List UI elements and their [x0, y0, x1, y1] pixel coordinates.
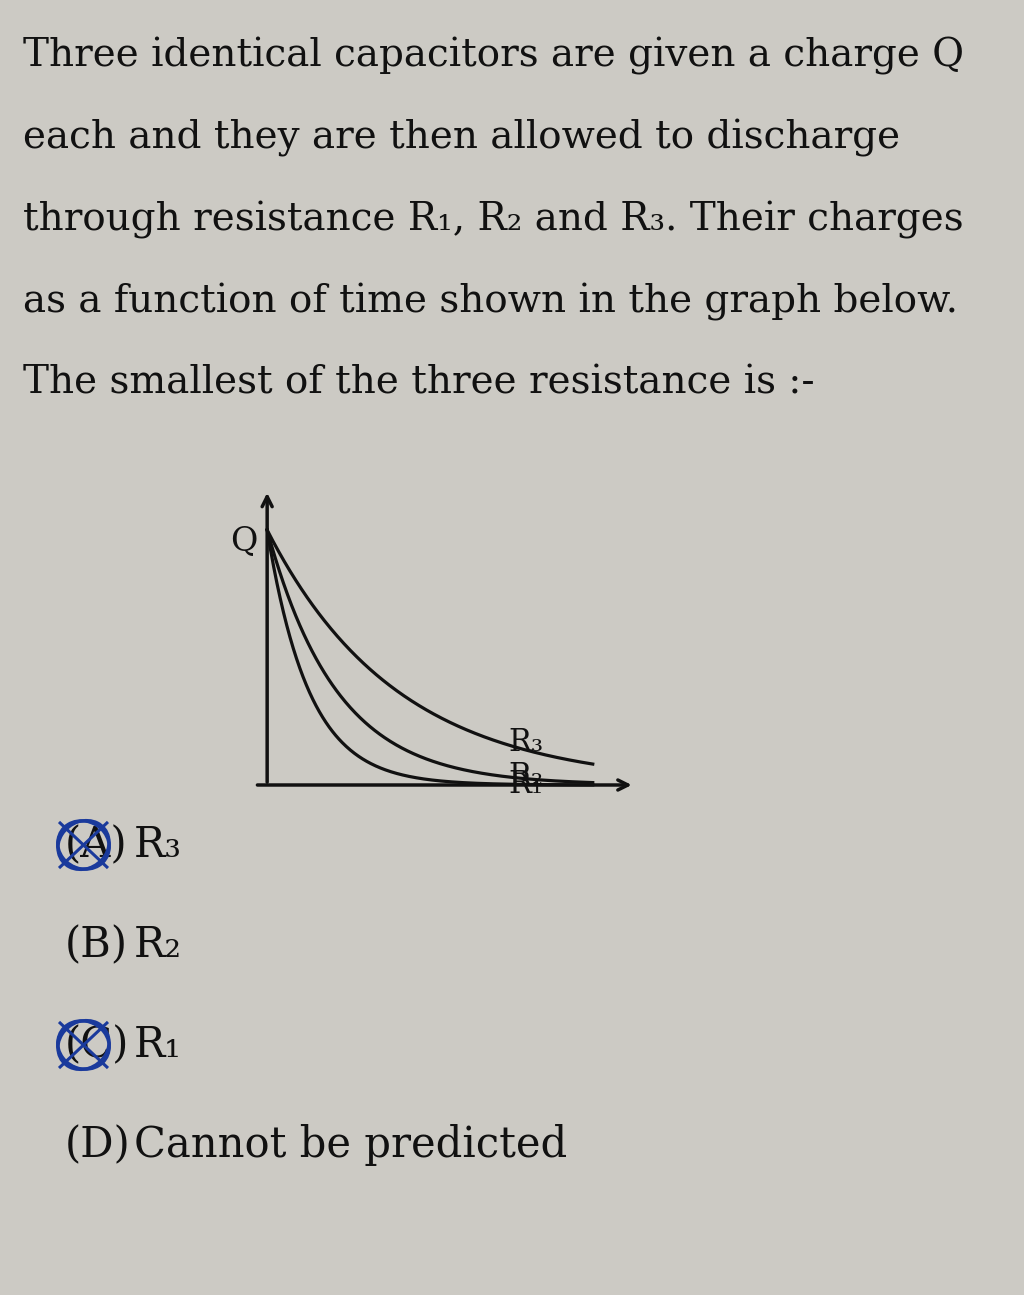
Text: The smallest of the three resistance is :-: The smallest of the three resistance is … — [24, 365, 815, 401]
Text: Q: Q — [229, 524, 257, 557]
Text: (A): (A) — [66, 824, 128, 866]
Text: (D): (D) — [66, 1124, 131, 1166]
Text: each and they are then allowed to discharge: each and they are then allowed to discha… — [24, 119, 900, 157]
Text: Cannot be predicted: Cannot be predicted — [133, 1124, 567, 1166]
Text: R₁: R₁ — [508, 768, 544, 799]
Text: as a function of time shown in the graph below.: as a function of time shown in the graph… — [24, 284, 958, 321]
Text: R₂: R₂ — [133, 925, 181, 966]
Text: R₁: R₁ — [133, 1024, 181, 1066]
Text: Three identical capacitors are given a charge Q: Three identical capacitors are given a c… — [24, 38, 965, 75]
Text: through resistance R₁, R₂ and R₃. Their charges: through resistance R₁, R₂ and R₃. Their … — [24, 201, 964, 240]
Text: (C): (C) — [66, 1024, 129, 1066]
Text: R₃: R₃ — [508, 728, 544, 759]
Text: R₂: R₂ — [508, 760, 544, 791]
Text: (B): (B) — [66, 925, 128, 966]
Text: R₃: R₃ — [133, 824, 181, 866]
